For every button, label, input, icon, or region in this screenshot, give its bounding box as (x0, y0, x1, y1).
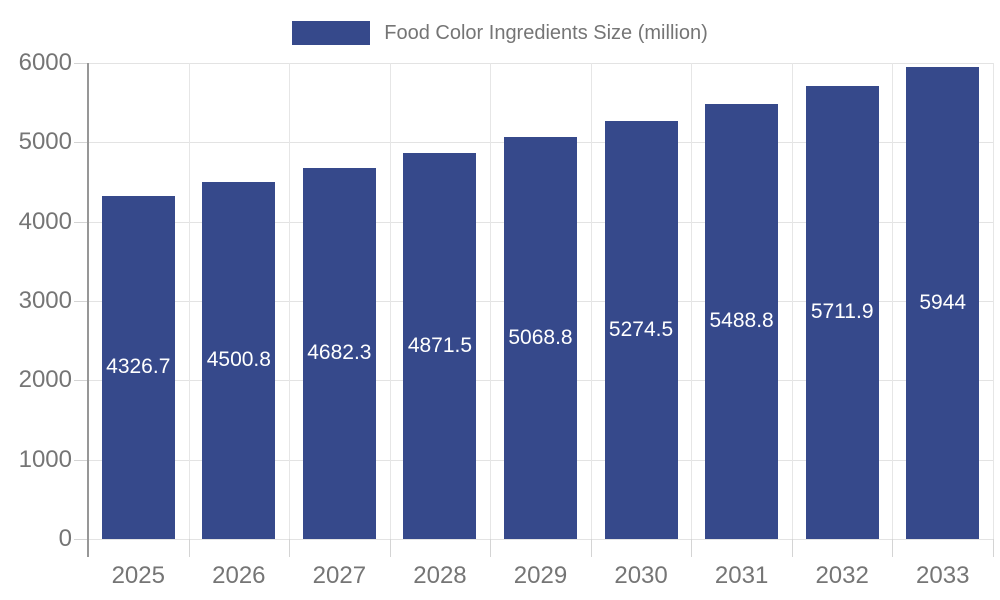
y-tick (74, 539, 88, 540)
x-gridline (490, 63, 492, 539)
bar-value-label: 5068.8 (508, 325, 573, 349)
bar-2030 (604, 120, 678, 539)
legend-item[interactable]: Food Color Ingredients Size (million) (0, 18, 1000, 48)
x-gridline (590, 63, 592, 539)
bar-2026 (202, 181, 276, 539)
y-gridline (88, 63, 993, 64)
legend-swatch (292, 21, 371, 45)
y-axis-tick-label: 3000 (18, 287, 72, 314)
x-axis-tick-label: 2031 (714, 562, 769, 589)
bar-value-label: 5488.8 (709, 309, 774, 333)
x-axis-tick-label: 2026 (212, 562, 266, 589)
y-gridline (88, 539, 993, 540)
y-tick (74, 142, 88, 144)
bar-2033 (906, 67, 980, 539)
x-gridline (289, 63, 291, 539)
y-tick (74, 380, 88, 382)
x-tick (490, 539, 492, 557)
bar-value-label: 4500.8 (206, 348, 271, 372)
x-axis-tick-label: 2030 (614, 562, 668, 589)
x-axis-tick-label: 2027 (312, 562, 367, 589)
x-gridline (993, 63, 994, 539)
y-axis-line (87, 63, 89, 557)
y-tick (74, 221, 88, 223)
y-axis-tick-label: 6000 (18, 49, 72, 76)
bar-2028 (403, 152, 477, 539)
bar-2031 (705, 103, 779, 539)
bar-value-label: 4682.3 (307, 341, 372, 365)
y-tick (74, 63, 88, 64)
y-axis-tick-label: 2000 (18, 366, 72, 394)
bar-value-label: 4871.5 (407, 333, 473, 357)
x-gridline (389, 63, 391, 539)
bar-2029 (504, 136, 577, 539)
x-gridline (791, 63, 793, 539)
x-tick (892, 539, 894, 557)
y-axis-tick-label: 4000 (18, 207, 72, 235)
bar-2032 (805, 85, 879, 539)
bar-2027 (302, 167, 376, 539)
x-gridline (892, 63, 894, 539)
x-gridline (188, 63, 190, 539)
bar-value-label: 5944 (919, 291, 967, 315)
y-tick (74, 459, 88, 461)
x-tick (791, 539, 793, 557)
bar-value-label: 5274.5 (608, 317, 674, 341)
x-axis-tick-label: 2029 (513, 562, 568, 589)
x-axis-tick-label: 2033 (916, 562, 970, 589)
y-tick (74, 301, 88, 302)
legend-label: Food Color Ingredients Size (million) (384, 22, 708, 44)
y-axis-tick-label: 0 (58, 525, 72, 552)
x-tick (389, 539, 391, 557)
bar-2025 (101, 195, 175, 539)
x-tick (188, 539, 190, 557)
x-axis-tick-label: 2028 (413, 562, 467, 589)
bar-value-label: 5711.9 (810, 300, 874, 324)
y-axis-tick-label: 5000 (18, 128, 72, 156)
x-tick (590, 539, 592, 557)
x-axis-tick-label: 2032 (815, 562, 869, 589)
x-gridline (691, 63, 693, 539)
y-axis-tick-label: 1000 (18, 445, 72, 473)
x-tick (289, 539, 291, 557)
bar-value-label: 4326.7 (106, 355, 171, 379)
x-tick (691, 539, 693, 557)
x-axis-tick-label: 2025 (111, 562, 165, 589)
x-tick (993, 539, 994, 557)
